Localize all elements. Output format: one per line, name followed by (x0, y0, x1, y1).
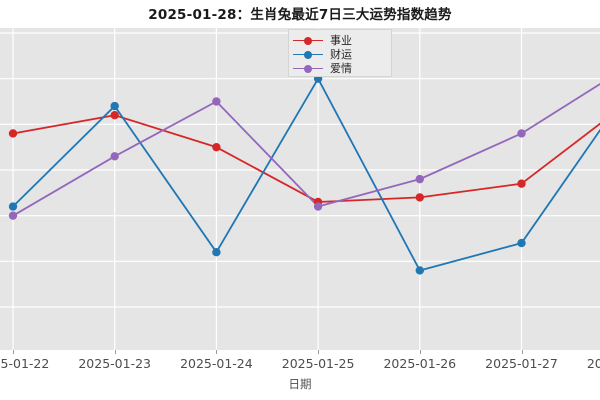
data-point-marker[interactable] (415, 266, 424, 275)
data-point-marker[interactable] (517, 179, 526, 188)
xaxis-tickmark (216, 350, 218, 354)
xaxis-tickmark (318, 350, 320, 354)
data-point-marker[interactable] (212, 97, 221, 106)
data-point-marker[interactable] (212, 248, 221, 257)
plot-area (0, 28, 600, 350)
data-point-marker[interactable] (212, 142, 221, 152)
legend-label-wealth: 财运 (330, 48, 352, 61)
data-point-marker[interactable] (517, 238, 526, 248)
data-point-marker[interactable] (517, 129, 526, 138)
legend-marker-wealth (304, 50, 312, 59)
data-point-marker[interactable] (8, 129, 18, 138)
xaxis-tickmark (419, 350, 421, 354)
data-point-marker[interactable] (8, 202, 18, 211)
xaxis-tick-label: 2025-01-24 (180, 356, 253, 371)
xaxis-tick-label: 2025-01-26 (383, 356, 457, 371)
xaxis-tickmark (13, 350, 14, 354)
xaxis-tickmark (521, 350, 523, 354)
data-point-marker[interactable] (313, 202, 323, 211)
data-point-marker[interactable] (110, 101, 119, 111)
series-markers (8, 74, 526, 275)
data-point-marker[interactable] (110, 152, 119, 161)
legend-item-career[interactable]: 事业 (293, 33, 386, 47)
horizontal-gridlines (0, 32, 600, 308)
legend-swatch-wealth-icon (293, 48, 323, 60)
chart-title: 2025-01-28：生肖兔最近7日三大运势指数趋势 (148, 7, 452, 23)
legend-label-love: 爱情 (330, 62, 352, 75)
xaxis-tick-labels: 2025-01-22 2025-01-23 2025-01-24 2025-01-25… (0, 356, 600, 376)
legend-label-career: 事业 (330, 34, 352, 47)
legend-marker-career (304, 36, 312, 45)
xaxis-tick-label: 2025-01-28 (586, 356, 600, 371)
data-point-marker[interactable] (110, 111, 119, 120)
plot-svg (0, 28, 600, 350)
xaxis-tick-label: 2025-01-27 (485, 356, 558, 371)
xaxis-tick-label: 2025-01-23 (78, 356, 152, 371)
data-point-marker[interactable] (415, 193, 424, 202)
chart-legend: 事业 财运 爱情 (288, 29, 392, 77)
xaxis-tick-label: 2025-01-25 (281, 356, 355, 371)
data-point-marker[interactable] (8, 211, 18, 220)
xaxis-tick-label: 2025-01-22 (0, 356, 50, 371)
legend-marker-love (304, 64, 312, 73)
series-line (12, 77, 600, 272)
series-line (12, 83, 600, 217)
xaxis-tickmark (114, 350, 116, 354)
xaxis-title: 日期 (288, 377, 312, 391)
legend-swatch-love-icon (293, 62, 323, 74)
legend-swatch-career-icon (293, 34, 323, 46)
legend-item-love[interactable]: 爱情 (293, 61, 386, 75)
data-point-marker[interactable] (415, 174, 424, 184)
legend-item-wealth[interactable]: 财运 (293, 47, 386, 61)
